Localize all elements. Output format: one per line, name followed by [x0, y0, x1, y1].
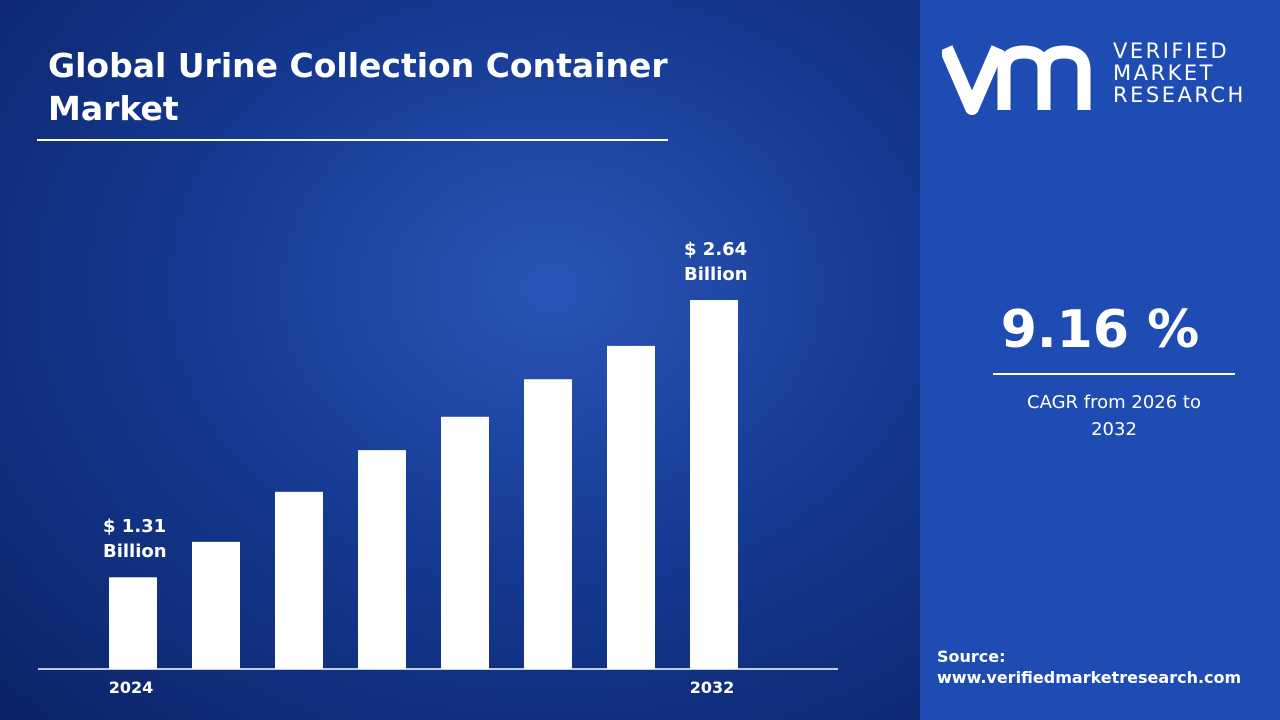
side-panel: VERIFIED MARKET RESEARCH 9.16 % CAGR fro…	[920, 0, 1280, 720]
bar	[275, 491, 323, 669]
x-tick-label: 2032	[690, 678, 735, 697]
bar	[109, 577, 157, 669]
bar	[192, 541, 240, 669]
bar	[358, 450, 406, 669]
logo-mark	[942, 45, 1091, 115]
value-label: $ 2.64 Billion	[684, 239, 748, 286]
bar	[690, 300, 738, 669]
bar	[524, 379, 572, 669]
cagr-value: 9.16 %	[1000, 300, 1200, 360]
chart-title: Global Urine Collection Container Market	[48, 46, 668, 128]
title-rule	[37, 139, 668, 141]
value-label: $ 1.31 Billion	[103, 516, 167, 563]
cagr-rule	[993, 373, 1235, 375]
logo-line: VERIFIED	[1113, 39, 1230, 63]
x-tick-label: 2024	[109, 678, 154, 697]
chart: 2024 2032	[0, 0, 920, 720]
source: Source: www.verifiedmarketresearch.com	[937, 646, 1241, 688]
chart-panel: Global Urine Collection Container Market…	[0, 0, 920, 720]
source-url: www.verifiedmarketresearch.com	[937, 668, 1242, 687]
logo-line: RESEARCH	[1113, 83, 1246, 107]
source-label: Source:	[937, 647, 1006, 666]
logo-text: VERIFIED MARKET RESEARCH	[1113, 40, 1246, 106]
cagr-label: CAGR from 2026 to 2032	[1027, 392, 1201, 440]
bar	[441, 416, 489, 669]
logo-line: MARKET	[1113, 61, 1215, 85]
bar	[607, 345, 655, 669]
